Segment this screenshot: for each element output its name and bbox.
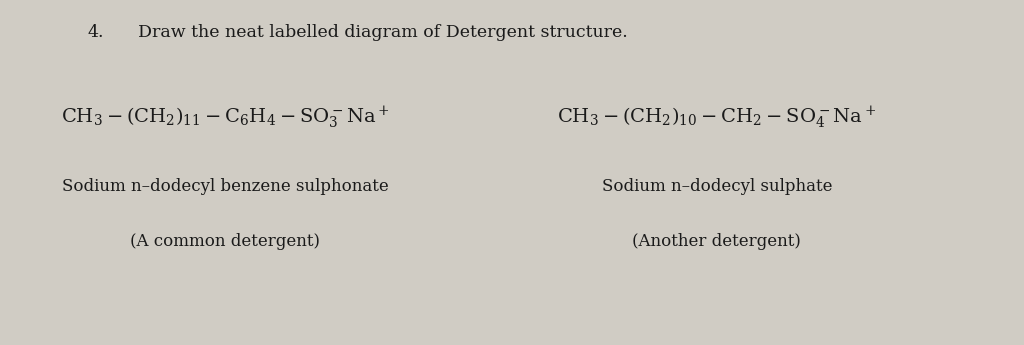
Text: (A common detergent): (A common detergent): [130, 233, 321, 250]
Text: $\mathregular{CH_3-(CH_2)_{10}-CH_2-SO_4^-Na^+}$: $\mathregular{CH_3-(CH_2)_{10}-CH_2-SO_4…: [557, 104, 877, 131]
Text: Sodium n–dodecyl sulphate: Sodium n–dodecyl sulphate: [601, 178, 833, 195]
Text: Draw the neat labelled diagram of Detergent structure.: Draw the neat labelled diagram of Deterg…: [138, 24, 628, 41]
Text: 4.: 4.: [87, 24, 103, 41]
Text: (Another detergent): (Another detergent): [633, 233, 801, 250]
Text: Sodium n–dodecyl benzene sulphonate: Sodium n–dodecyl benzene sulphonate: [61, 178, 389, 195]
Text: $\mathregular{CH_3-(CH_2)_{11}-C_6H_4-SO_3^-Na^+}$: $\mathregular{CH_3-(CH_2)_{11}-C_6H_4-SO…: [61, 104, 389, 131]
